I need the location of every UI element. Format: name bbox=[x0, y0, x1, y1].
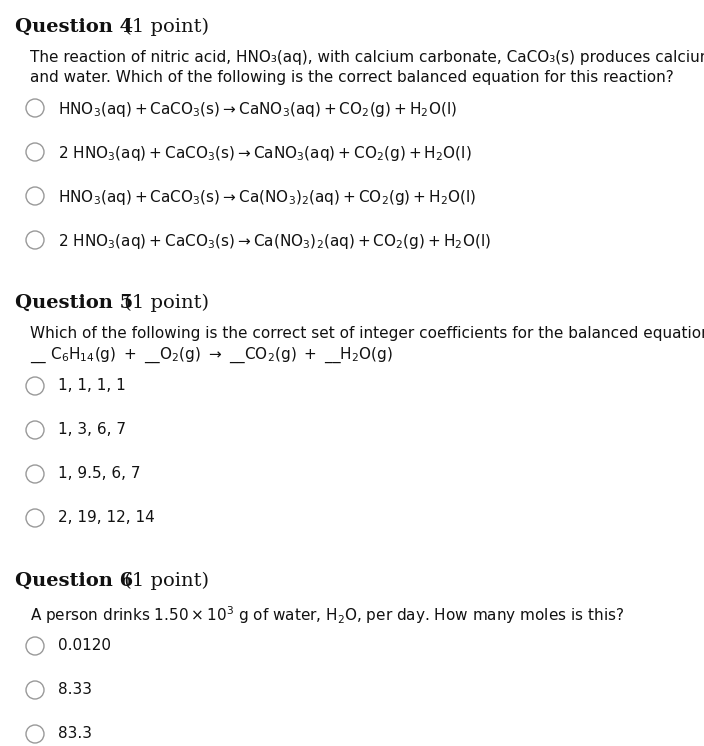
Text: (1 point): (1 point) bbox=[118, 572, 209, 590]
Text: 1, 9.5, 6, 7: 1, 9.5, 6, 7 bbox=[58, 466, 141, 481]
Text: The reaction of nitric acid, HNO₃(aq), with calcium carbonate, CaCO₃(s) produces: The reaction of nitric acid, HNO₃(aq), w… bbox=[30, 50, 704, 65]
Text: 0.0120: 0.0120 bbox=[58, 638, 111, 653]
Text: (1 point): (1 point) bbox=[118, 294, 209, 313]
Text: 1, 3, 6, 7: 1, 3, 6, 7 bbox=[58, 422, 126, 437]
Text: $\mathrm{2\ HNO_3(aq) + CaCO_3(s) \rightarrow CaNO_3(aq) + CO_2(g) + H_2O(l)}$: $\mathrm{2\ HNO_3(aq) + CaCO_3(s) \right… bbox=[58, 144, 472, 163]
Text: $\mathrm{2\ HNO_3(aq) + CaCO_3(s) \rightarrow Ca(NO_3)_2(aq) + CO_2(g) + H_2O(l): $\mathrm{2\ HNO_3(aq) + CaCO_3(s) \right… bbox=[58, 232, 491, 251]
Text: (1 point): (1 point) bbox=[118, 18, 209, 37]
Text: and water. Which of the following is the correct balanced equation for this reac: and water. Which of the following is the… bbox=[30, 70, 674, 85]
Text: Which of the following is the correct set of integer coefficients for the balanc: Which of the following is the correct se… bbox=[30, 326, 704, 341]
Text: $\mathrm{HNO_3(aq) + CaCO_3(s) \rightarrow CaNO_3(aq) + CO_2(g) + H_2O(l)}$: $\mathrm{HNO_3(aq) + CaCO_3(s) \rightarr… bbox=[58, 100, 457, 119]
Text: $\mathrm{\_\_\ C_6H_{14}(g)\ +\ \_\_O_2(g)\ \rightarrow\ \_\_CO_2(g)\ +\ \_\_H_2: $\mathrm{\_\_\ C_6H_{14}(g)\ +\ \_\_O_2(… bbox=[30, 346, 393, 366]
Text: 2, 19, 12, 14: 2, 19, 12, 14 bbox=[58, 510, 155, 525]
Text: Question 6: Question 6 bbox=[15, 572, 133, 590]
Text: A person drinks $1.50 \times 10^3$ g of water, $\mathrm{H_2O}$, per day. How man: A person drinks $1.50 \times 10^3$ g of … bbox=[30, 604, 624, 626]
Text: Question 5: Question 5 bbox=[15, 294, 133, 312]
Text: 8.33: 8.33 bbox=[58, 682, 92, 697]
Text: 83.3: 83.3 bbox=[58, 726, 92, 741]
Text: Question 4: Question 4 bbox=[15, 18, 133, 36]
Text: $\mathrm{HNO_3(aq) + CaCO_3(s) \rightarrow Ca(NO_3)_2(aq) + CO_2(g) + H_2O(l)}$: $\mathrm{HNO_3(aq) + CaCO_3(s) \rightarr… bbox=[58, 188, 477, 207]
Text: 1, 1, 1, 1: 1, 1, 1, 1 bbox=[58, 378, 126, 393]
